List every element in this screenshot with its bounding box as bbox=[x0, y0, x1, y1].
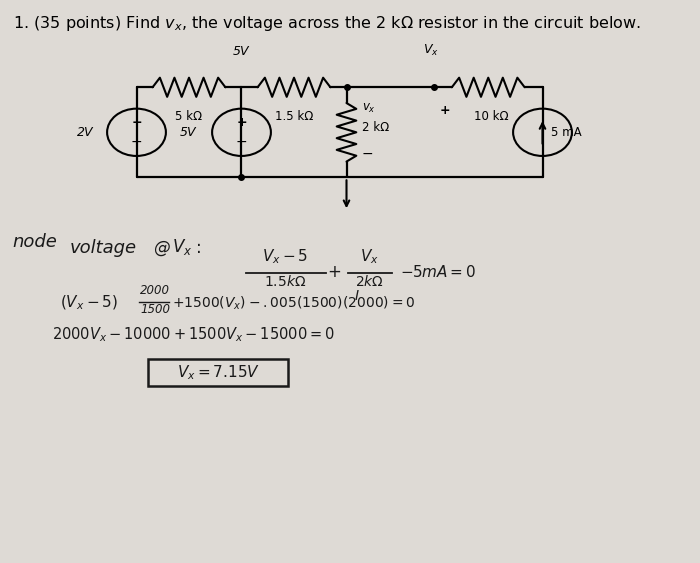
Text: 1.5 kΩ: 1.5 kΩ bbox=[275, 110, 313, 123]
Text: $V_x$: $V_x$ bbox=[360, 248, 379, 266]
Text: −: − bbox=[362, 147, 374, 160]
Text: 2 kΩ: 2 kΩ bbox=[362, 121, 389, 135]
Text: I: I bbox=[355, 289, 359, 302]
Text: +: + bbox=[328, 263, 342, 282]
Text: 2000: 2000 bbox=[140, 284, 170, 297]
Text: $+ 1500(V_x) - .005(1500)(2000) = 0$: $+ 1500(V_x) - .005(1500)(2000) = 0$ bbox=[172, 294, 414, 311]
Text: voltage: voltage bbox=[70, 239, 137, 257]
Text: 5V: 5V bbox=[179, 126, 196, 139]
Text: 2V: 2V bbox=[76, 126, 93, 139]
Text: node: node bbox=[13, 233, 57, 251]
Text: −: − bbox=[131, 135, 142, 149]
Text: $V_x$: $V_x$ bbox=[423, 43, 438, 58]
Text: $2k\Omega$: $2k\Omega$ bbox=[355, 274, 384, 289]
Text: 5V: 5V bbox=[233, 45, 250, 58]
Text: $2000V_x - 10000 + 1500V_x - 15000 = 0$: $2000V_x - 10000 + 1500V_x - 15000 = 0$ bbox=[52, 325, 335, 345]
Text: @: @ bbox=[153, 239, 169, 257]
Text: $V_x$: $V_x$ bbox=[172, 236, 192, 257]
Text: $V_x - 5$: $V_x - 5$ bbox=[262, 248, 309, 266]
Text: $(V_x - 5)$: $(V_x - 5)$ bbox=[60, 294, 118, 312]
Text: 5 kΩ: 5 kΩ bbox=[176, 110, 202, 123]
Text: $- 5mA = 0$: $- 5mA = 0$ bbox=[400, 265, 477, 280]
Bar bbox=[148, 359, 288, 386]
Text: 10 kΩ: 10 kΩ bbox=[475, 110, 509, 123]
Text: +: + bbox=[236, 116, 247, 129]
Text: $V_x = 7.15V$: $V_x = 7.15V$ bbox=[177, 363, 260, 382]
Text: −: − bbox=[236, 135, 247, 149]
Text: +: + bbox=[131, 116, 142, 129]
Text: 1500: 1500 bbox=[140, 303, 170, 316]
Text: 1. (35 points) Find $v_x$, the voltage across the 2 kΩ resistor in the circuit b: 1. (35 points) Find $v_x$, the voltage a… bbox=[13, 14, 640, 33]
Text: +: + bbox=[440, 104, 450, 117]
Text: :: : bbox=[196, 239, 202, 257]
Text: $v_x$: $v_x$ bbox=[362, 101, 376, 115]
Text: $1.5k\Omega$: $1.5k\Omega$ bbox=[265, 274, 307, 289]
Text: 5 mA: 5 mA bbox=[551, 126, 582, 139]
